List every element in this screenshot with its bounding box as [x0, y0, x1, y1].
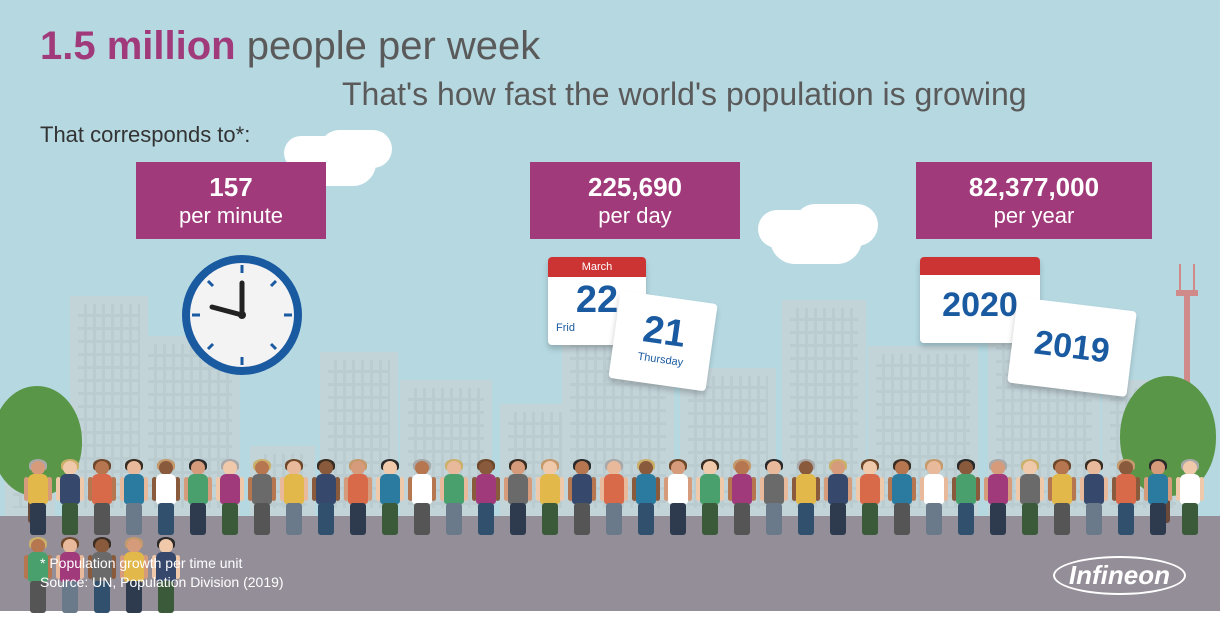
- footnote: * Population growth per time unit Source…: [40, 554, 284, 593]
- headline: 1.5 million people per week: [40, 24, 540, 69]
- footnote-line1: * Population growth per time unit: [40, 554, 284, 574]
- stat-value: 157: [164, 172, 298, 203]
- cloud-icon: [770, 214, 862, 264]
- building: [782, 300, 866, 516]
- infineon-logo: Infineon: [1053, 556, 1186, 595]
- stat-box: 82,377,000per year: [916, 162, 1152, 239]
- subtitle: That's how fast the world's population i…: [342, 76, 1027, 113]
- stat-value: 225,690: [558, 172, 712, 203]
- year-card-top: [920, 257, 1040, 275]
- tree-crown: [0, 386, 82, 496]
- calendar-month: March: [548, 257, 646, 277]
- year-1: 2020: [942, 286, 1018, 325]
- footnote-line2: Source: UN, Population Division (2019): [40, 573, 284, 593]
- building: [500, 404, 570, 516]
- tree-crown: [1120, 376, 1216, 496]
- year-2: 2019: [1032, 323, 1112, 371]
- infographic-stage: 1.5 million people per week That's how f…: [0, 0, 1220, 611]
- stat-value: 82,377,000: [944, 172, 1124, 203]
- year-card-2: 2019: [1007, 297, 1137, 397]
- building: [250, 446, 315, 516]
- clock-icon: [182, 255, 302, 380]
- stat-box: 157per minute: [136, 162, 326, 239]
- stat-unit: per year: [944, 203, 1124, 229]
- building: [400, 380, 492, 516]
- building: [70, 296, 148, 516]
- stat-unit: per day: [558, 203, 712, 229]
- logo-text: Infineon: [1053, 556, 1186, 595]
- corresponds-label: That corresponds to*:: [40, 122, 250, 148]
- stat-unit: per minute: [164, 203, 298, 229]
- building: [320, 352, 398, 516]
- building: [868, 346, 978, 516]
- calendar-day-2: 21 Thursday: [608, 291, 717, 392]
- headline-emphasis: 1.5 million: [40, 24, 236, 68]
- headline-rest: people per week: [236, 24, 541, 68]
- stat-box: 225,690per day: [530, 162, 740, 239]
- building: [680, 368, 776, 516]
